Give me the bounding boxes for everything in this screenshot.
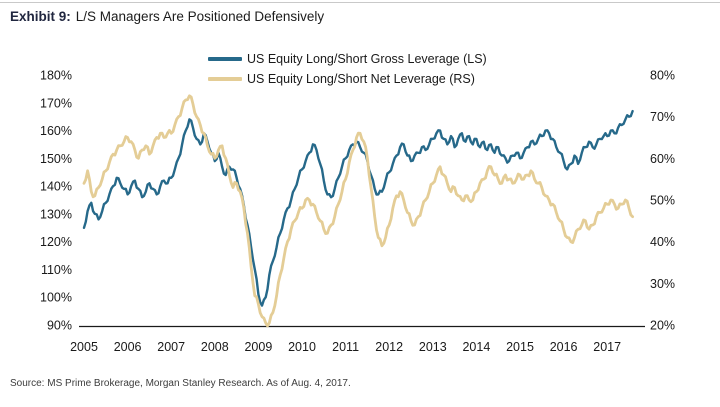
legend-item-net-leverage: US Equity Long/Short Net Leverage (RS) <box>208 69 487 89</box>
right-axis-tick: 80% <box>650 69 675 83</box>
legend-label-net-leverage: US Equity Long/Short Net Leverage (RS) <box>247 72 475 86</box>
top-divider <box>0 2 720 3</box>
left-axis-tick: 100% <box>40 291 72 305</box>
x-axis-tick: 2011 <box>332 340 359 354</box>
x-axis-tick: 2016 <box>550 340 578 354</box>
exhibit-title-text: L/S Managers Are Positioned Defensively <box>75 9 325 24</box>
x-axis-tick: 2005 <box>70 340 98 354</box>
right-axis-tick: 50% <box>650 194 675 208</box>
x-axis-tick: 2013 <box>419 340 447 354</box>
right-axis-tick: 30% <box>650 277 675 291</box>
gross-leverage-line-swatch <box>208 57 242 61</box>
x-axis-tick: 2006 <box>114 340 142 354</box>
x-axis-tick: 2007 <box>157 340 185 354</box>
gross-leverage-line <box>82 109 634 307</box>
left-axis-tick: 130% <box>40 207 72 221</box>
left-axis-tick: 160% <box>40 124 72 138</box>
left-axis-tick: 140% <box>40 180 72 194</box>
legend-label-gross-leverage: US Equity Long/Short Gross Leverage (LS) <box>247 52 487 66</box>
right-axis-tick: 20% <box>650 319 675 333</box>
right-axis-tick: 40% <box>650 235 675 249</box>
left-axis-tick: 170% <box>40 96 72 110</box>
x-axis-tick: 2015 <box>506 340 534 354</box>
left-axis-tick: 110% <box>41 263 72 277</box>
page-title: Exhibit 9: L/S Managers Are Positioned De… <box>10 9 324 24</box>
net-leverage-line-swatch <box>208 77 242 81</box>
exhibit-number-label: Exhibit 9: <box>10 9 71 24</box>
right-axis-tick: 60% <box>650 152 675 166</box>
x-axis-tick: 2009 <box>244 340 272 354</box>
left-axis-tick: 90% <box>47 319 72 333</box>
chart-legend: US Equity Long/Short Gross Leverage (LS)… <box>208 49 487 89</box>
source-note: Source: MS Prime Brokerage, Morgan Stanl… <box>10 378 351 389</box>
net-leverage-line <box>82 94 634 328</box>
x-axis-tick: 2008 <box>201 340 229 354</box>
x-axis-tick: 2012 <box>375 340 403 354</box>
x-axis-tick: 2010 <box>288 340 316 354</box>
left-axis-tick: 120% <box>40 235 72 249</box>
x-axis-tick: 2017 <box>593 340 621 354</box>
left-axis-tick: 180% <box>40 69 72 83</box>
left-axis-tick: 150% <box>40 152 72 166</box>
legend-item-gross-leverage: US Equity Long/Short Gross Leverage (LS) <box>208 49 487 69</box>
right-axis-tick: 70% <box>650 110 675 124</box>
x-axis-tick: 2014 <box>462 340 490 354</box>
